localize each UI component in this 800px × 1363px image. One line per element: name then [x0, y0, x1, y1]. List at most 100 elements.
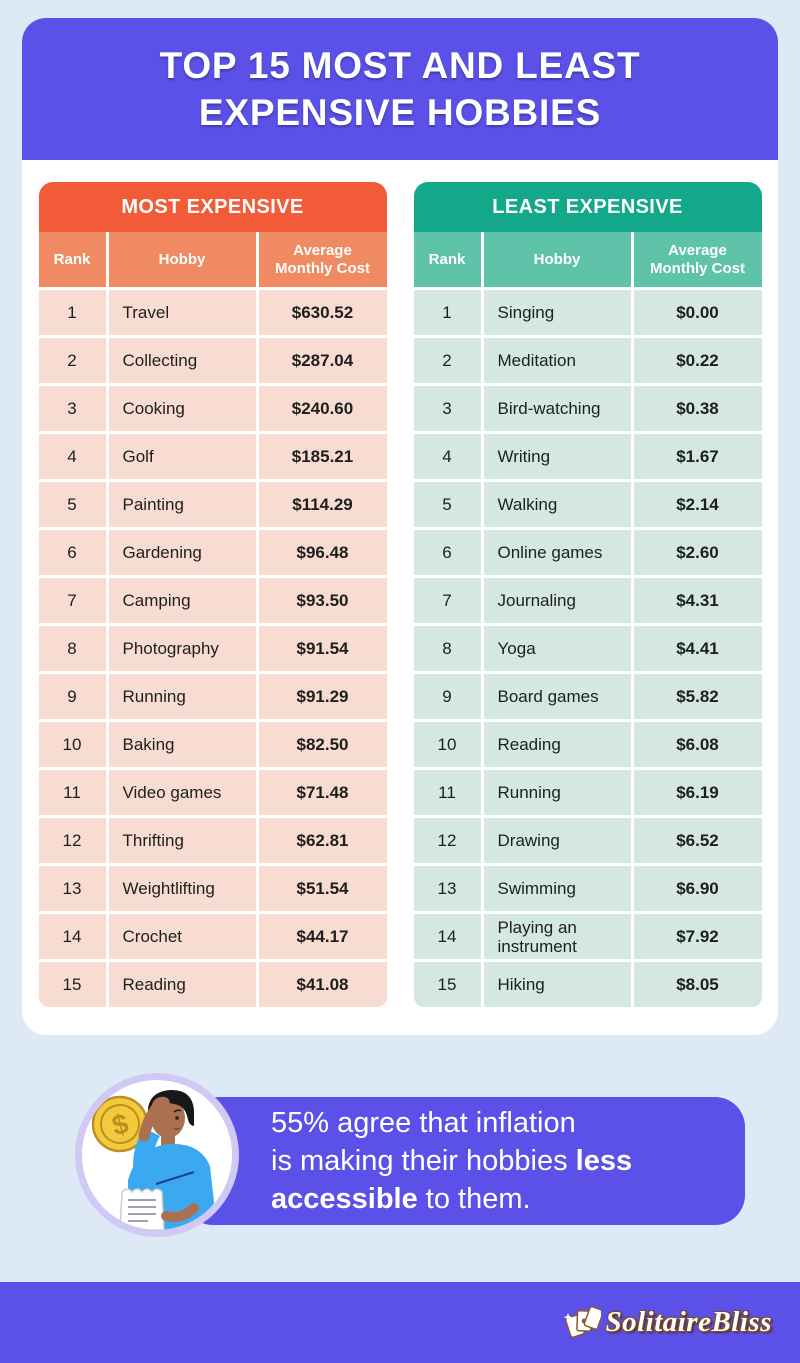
cost-cell: $114.29 — [258, 482, 387, 527]
column-header-hobby: Hobby — [483, 232, 631, 287]
facepalm-person-illustration: $ — [91, 1089, 214, 1230]
stat-callout-text: 55% agree that inflation is making their… — [271, 1104, 632, 1218]
rank-cell: 9 — [38, 674, 106, 719]
cost-cell: $82.50 — [258, 722, 387, 767]
table-row: 3 Bird-watching $0.38 — [413, 386, 762, 431]
table-row: 13 Weightlifting $51.54 — [38, 866, 387, 911]
cost-cell: $62.81 — [258, 818, 387, 863]
hobby-cell: Camping — [108, 578, 256, 623]
rank-cell: 14 — [38, 914, 106, 959]
table-row: 11 Running $6.19 — [413, 770, 762, 815]
table-row: 6 Gardening $96.48 — [38, 530, 387, 575]
rank-cell: 12 — [413, 818, 481, 863]
table-row: 2 Meditation $0.22 — [413, 338, 762, 383]
rank-cell: 5 — [38, 482, 106, 527]
cost-cell: $6.90 — [633, 866, 762, 911]
cost-cell: $93.50 — [258, 578, 387, 623]
stat-callout-bubble: 55% agree that inflation is making their… — [183, 1097, 745, 1225]
hobby-cell: Painting — [108, 482, 256, 527]
title-banner: TOP 15 MOST AND LEAST EXPENSIVE HOBBIES — [22, 18, 778, 160]
person-figure — [119, 1089, 214, 1230]
least-expensive-column-headers: Rank Hobby Average Monthly Cost — [413, 232, 762, 287]
infographic-card: TOP 15 MOST AND LEAST EXPENSIVE HOBBIES … — [22, 18, 778, 1035]
rank-cell: 8 — [38, 626, 106, 671]
rank-cell: 2 — [413, 338, 481, 383]
cost-cell: $6.19 — [633, 770, 762, 815]
hobby-cell: Photography — [108, 626, 256, 671]
table-row: 12 Thrifting $62.81 — [38, 818, 387, 863]
callout-line-2-bold: less — [575, 1145, 633, 1177]
rank-cell: 9 — [413, 674, 481, 719]
hobby-cell: Cooking — [108, 386, 256, 431]
table-row: 5 Painting $114.29 — [38, 482, 387, 527]
tables-container: MOST EXPENSIVE Rank Hobby Average Monthl… — [22, 160, 778, 1007]
cost-cell: $0.38 — [633, 386, 762, 431]
cost-cell: $1.67 — [633, 434, 762, 479]
table-row: 10 Baking $82.50 — [38, 722, 387, 767]
brand-logo: SolitaireBliss — [563, 1303, 772, 1343]
cost-cell: $240.60 — [258, 386, 387, 431]
hobby-cell: Walking — [483, 482, 631, 527]
rank-cell: 6 — [38, 530, 106, 575]
most-expensive-table-title: MOST EXPENSIVE — [38, 182, 387, 232]
hobby-cell: Writing — [483, 434, 631, 479]
hobby-cell: Golf — [108, 434, 256, 479]
least-expensive-table-title: LEAST EXPENSIVE — [413, 182, 762, 232]
cost-cell: $91.54 — [258, 626, 387, 671]
table-row: 10 Reading $6.08 — [413, 722, 762, 767]
cost-cell: $6.08 — [633, 722, 762, 767]
rank-cell: 10 — [38, 722, 106, 767]
cost-cell: $2.14 — [633, 482, 762, 527]
table-row: 7 Camping $93.50 — [38, 578, 387, 623]
hobby-cell: Running — [483, 770, 631, 815]
rank-cell: 15 — [38, 962, 106, 1007]
cost-cell: $2.60 — [633, 530, 762, 575]
table-row: 4 Writing $1.67 — [413, 434, 762, 479]
hobby-cell: Playing an instrument — [483, 914, 631, 959]
callout-line-2: is making their hobbies — [271, 1145, 568, 1177]
table-row: 7 Journaling $4.31 — [413, 578, 762, 623]
hobby-cell: Yoga — [483, 626, 631, 671]
cost-cell: $8.05 — [633, 962, 762, 1007]
table-row: 1 Singing $0.00 — [413, 290, 762, 335]
rank-cell: 7 — [38, 578, 106, 623]
hobby-cell: Video games — [108, 770, 256, 815]
hobby-cell: Online games — [483, 530, 631, 575]
rank-cell: 10 — [413, 722, 481, 767]
hobby-cell: Crochet — [108, 914, 256, 959]
table-row: 9 Board games $5.82 — [413, 674, 762, 719]
rank-cell: 13 — [413, 866, 481, 911]
column-header-rank: Rank — [413, 232, 481, 287]
cost-cell: $96.48 — [258, 530, 387, 575]
rank-cell: 11 — [38, 770, 106, 815]
cost-cell: $4.41 — [633, 626, 762, 671]
rank-cell: 2 — [38, 338, 106, 383]
hobby-cell: Reading — [108, 962, 256, 1007]
hobby-cell: Thrifting — [108, 818, 256, 863]
most-expensive-table-body: 1 Travel $630.52 2 Collecting $287.04 3 Cooking… — [38, 290, 387, 1007]
most-expensive-column-headers: Rank Hobby Average Monthly Cost — [38, 232, 387, 287]
cost-cell: $71.48 — [258, 770, 387, 815]
table-row: 5 Walking $2.14 — [413, 482, 762, 527]
hobby-cell: Gardening — [108, 530, 256, 575]
cost-cell: $287.04 — [258, 338, 387, 383]
table-row: 2 Collecting $287.04 — [38, 338, 387, 383]
table-row: 8 Yoga $4.41 — [413, 626, 762, 671]
column-header-rank: Rank — [38, 232, 106, 287]
table-row: 14 Playing an instrument $7.92 — [413, 914, 762, 959]
table-row: 14 Crochet $44.17 — [38, 914, 387, 959]
cost-cell: $5.82 — [633, 674, 762, 719]
table-row: 11 Video games $71.48 — [38, 770, 387, 815]
rank-cell: 8 — [413, 626, 481, 671]
cost-cell: $0.00 — [633, 290, 762, 335]
table-row: 12 Drawing $6.52 — [413, 818, 762, 863]
column-header-cost: Average Monthly Cost — [633, 232, 762, 287]
table-row: 1 Travel $630.52 — [38, 290, 387, 335]
least-expensive-table-body: 1 Singing $0.00 2 Meditation $0.22 3 Bird-watch… — [413, 290, 762, 1007]
cost-cell: $7.92 — [633, 914, 762, 959]
column-header-cost: Average Monthly Cost — [258, 232, 387, 287]
rank-cell: 3 — [413, 386, 481, 431]
table-row: 15 Reading $41.08 — [38, 962, 387, 1007]
rank-cell: 11 — [413, 770, 481, 815]
table-row: 8 Photography $91.54 — [38, 626, 387, 671]
